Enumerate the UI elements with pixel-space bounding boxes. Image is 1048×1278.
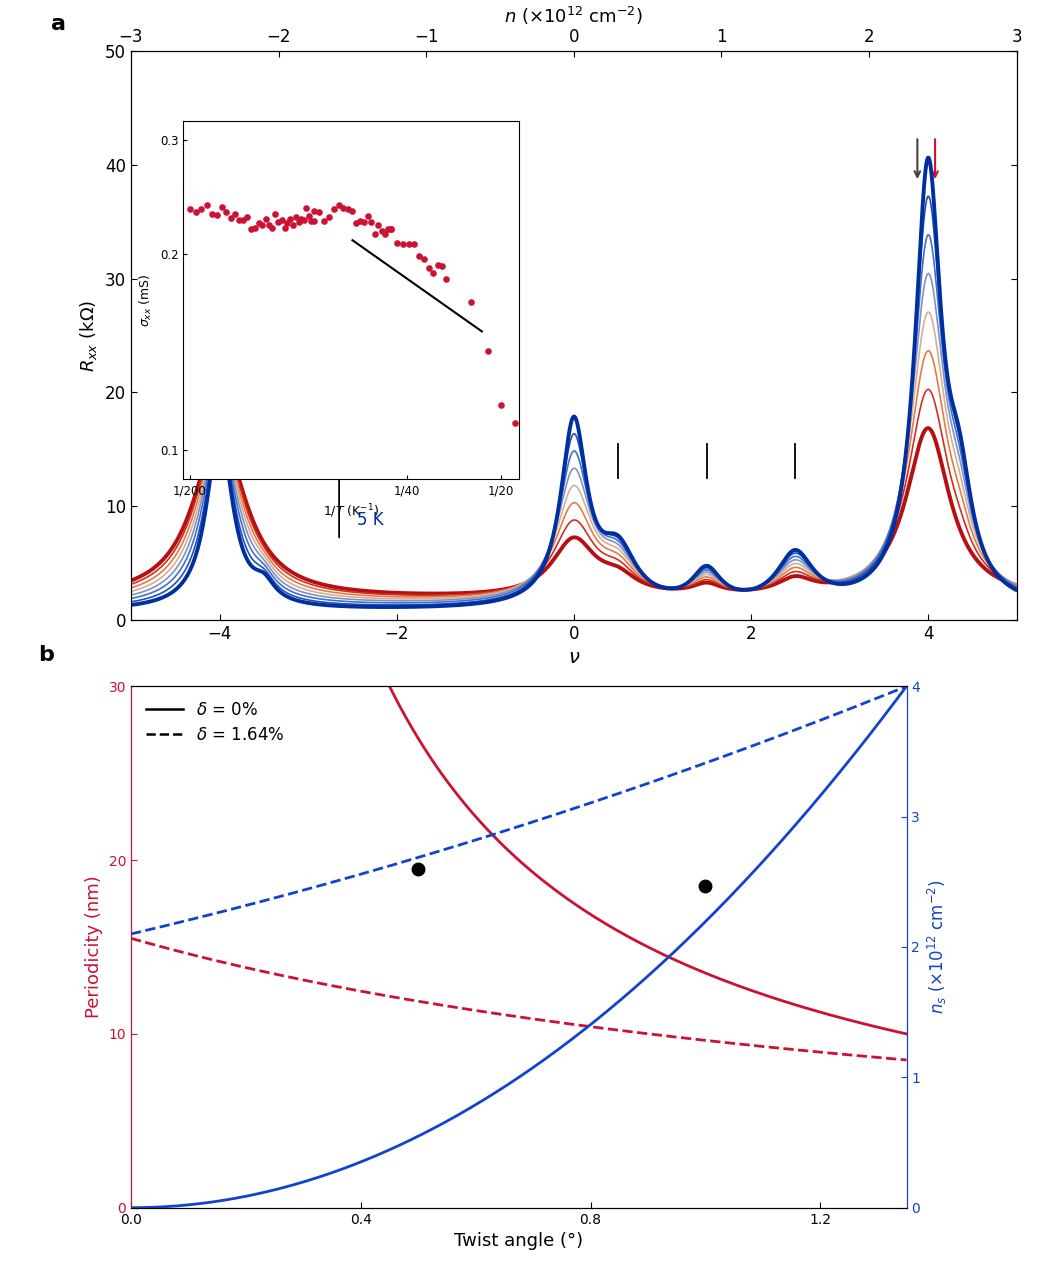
Point <box>359 206 376 226</box>
Point <box>285 215 302 235</box>
Point <box>257 208 274 229</box>
Point <box>193 198 210 219</box>
Point <box>243 219 260 239</box>
Point <box>363 211 379 231</box>
Point <box>462 291 479 312</box>
Point <box>370 215 387 235</box>
Point <box>276 217 292 238</box>
Point <box>250 212 267 233</box>
Point <box>310 202 327 222</box>
Point <box>351 211 368 231</box>
Point <box>430 254 446 275</box>
Point <box>218 202 235 222</box>
Point <box>340 199 356 220</box>
Point <box>389 233 406 253</box>
Point <box>335 198 352 219</box>
Point <box>181 198 198 219</box>
Point <box>290 211 307 231</box>
Point <box>235 210 252 230</box>
Point <box>383 219 399 239</box>
Point <box>264 217 281 238</box>
Point <box>246 219 263 239</box>
Point <box>348 213 365 234</box>
Point <box>292 210 309 230</box>
Point <box>373 221 390 242</box>
Point <box>395 234 412 254</box>
X-axis label: $\nu$: $\nu$ <box>568 648 580 667</box>
Point <box>198 196 215 216</box>
Point <box>326 198 343 219</box>
Point <box>214 197 231 217</box>
Point <box>330 196 347 216</box>
Point <box>305 211 322 231</box>
Point <box>226 203 243 224</box>
X-axis label: Twist angle (°): Twist angle (°) <box>454 1232 584 1250</box>
Point <box>305 201 322 221</box>
Point <box>415 248 432 268</box>
Y-axis label: $R_{xx}$ (k$\Omega$): $R_{xx}$ (k$\Omega$) <box>79 299 100 372</box>
Point <box>420 258 437 279</box>
Point <box>279 212 296 233</box>
Point <box>411 247 428 267</box>
Point <box>379 219 396 239</box>
Point <box>298 198 314 219</box>
Point <box>222 208 239 229</box>
Point <box>303 211 320 231</box>
Point <box>400 234 417 254</box>
Point <box>480 341 497 362</box>
Point <box>282 210 299 230</box>
Point <box>376 224 393 244</box>
Point <box>383 220 399 240</box>
Point <box>434 256 451 276</box>
Legend: $\delta$ = 0%, $\delta$ = 1.64%: $\delta$ = 0%, $\delta$ = 1.64% <box>139 695 291 750</box>
Text: a: a <box>51 14 66 35</box>
Point <box>438 268 455 289</box>
Text: b: b <box>38 645 53 666</box>
Point <box>424 263 441 284</box>
Y-axis label: Periodicity (nm): Periodicity (nm) <box>85 875 103 1019</box>
Point <box>506 413 523 433</box>
Point <box>203 204 220 225</box>
Point <box>254 215 270 235</box>
Point <box>321 207 337 227</box>
Point <box>301 206 318 226</box>
Point <box>261 215 278 235</box>
Point <box>296 210 312 230</box>
Point <box>239 207 256 227</box>
Y-axis label: $\sigma_{xx}$ (mS): $\sigma_{xx}$ (mS) <box>138 273 154 327</box>
Point <box>406 234 422 254</box>
Point <box>267 203 284 224</box>
Point <box>493 395 509 415</box>
Point <box>344 201 361 221</box>
Point <box>287 207 304 227</box>
Point <box>231 210 247 230</box>
X-axis label: $1/T$ (K$^{-1}$): $1/T$ (K$^{-1}$) <box>323 502 379 520</box>
Point <box>367 224 384 244</box>
X-axis label: $n$ ($\times$10$^{12}$ cm$^{-2}$): $n$ ($\times$10$^{12}$ cm$^{-2}$) <box>504 5 643 27</box>
Text: 5 K: 5 K <box>356 511 384 529</box>
Point <box>209 204 225 225</box>
Point <box>355 212 372 233</box>
Point <box>315 211 332 231</box>
Point <box>274 210 290 230</box>
Point <box>188 202 204 222</box>
Point <box>270 212 287 233</box>
Text: 80 K: 80 K <box>356 437 394 455</box>
Y-axis label: $n_s$ ($\times$10$^{12}$ cm$^{-2}$): $n_s$ ($\times$10$^{12}$ cm$^{-2}$) <box>925 879 948 1015</box>
